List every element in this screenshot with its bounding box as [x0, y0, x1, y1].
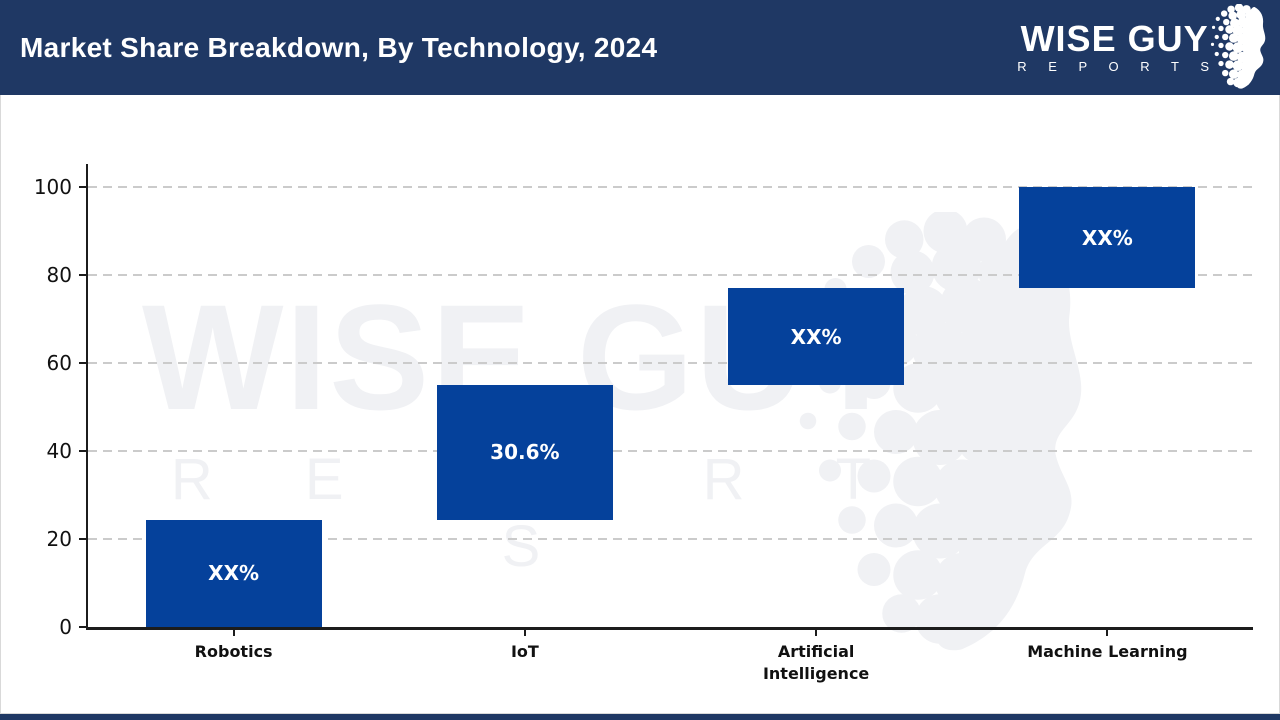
y-axis-line [86, 164, 88, 630]
wiseguy-head-icon [1210, 4, 1266, 89]
y-tick-label-20: 20 [46, 527, 72, 551]
y-tick-mark-20 [79, 538, 86, 540]
y-tick-mark-60 [79, 362, 86, 364]
bar-robotics: XX% [145, 519, 322, 627]
y-tick-mark-100 [79, 186, 86, 188]
gridline-100 [88, 186, 1253, 188]
y-tick-mark-0 [79, 626, 86, 628]
x-category-label-machine-learning: Machine Learning [1027, 642, 1188, 661]
bar-label-machine-learning: XX% [1081, 225, 1133, 250]
wiseguy-logo: WISE GUY R E P O R T S [1011, 4, 1270, 89]
bar-label-robotics: XX% [208, 561, 260, 586]
wiseguy-logo-line2: R E P O R T S [1017, 59, 1218, 75]
y-tick-label-80: 80 [46, 263, 72, 287]
y-tick-label-100: 100 [33, 175, 72, 199]
bar-machine-learning: XX% [1019, 187, 1196, 289]
x-category-label-iot: IoT [510, 642, 539, 661]
y-tick-label-40: 40 [46, 439, 72, 463]
bar-label-artificial-intelligence: XX% [790, 324, 842, 349]
x-tick-mark-iot [523, 627, 526, 636]
bar-artificial-intelligence: XX% [728, 288, 905, 385]
wiseguy-logo-text: WISE GUY R E P O R T S [1011, 19, 1218, 75]
y-tick-label-0: 0 [59, 615, 72, 639]
page-title: Market Share Breakdown, By Technology, 2… [20, 31, 658, 63]
y-tick-mark-80 [79, 274, 86, 276]
y-tick-label-60: 60 [46, 351, 72, 375]
footer-strip [0, 714, 1280, 720]
x-category-label-robotics: Robotics [194, 642, 273, 661]
x-tick-mark-robotics [232, 627, 235, 636]
gridline-20 [88, 538, 1253, 540]
gridline-80 [88, 274, 1253, 276]
plot-area: 0 20 40 60 80 100 XX% Robotics 30.6% IoT XX% Artifi… [34, 164, 1253, 683]
x-tick-mark-artificial-intelligence [815, 627, 818, 636]
y-tick-mark-40 [79, 450, 86, 452]
wiseguy-logo-line1: WISE GUY [1020, 17, 1209, 59]
x-tick-mark-machine-learning [1106, 627, 1109, 636]
gridline-60 [88, 362, 1253, 364]
x-category-label-artificial-intelligence: Artificial Intelligence [762, 642, 870, 683]
header-bar: Market Share Breakdown, By Technology, 2… [0, 0, 1280, 95]
bar-label-iot: 30.6% [490, 440, 560, 465]
x-axis-line [88, 627, 1253, 630]
bar-iot: 30.6% [436, 385, 613, 520]
gridline-40 [88, 450, 1253, 452]
